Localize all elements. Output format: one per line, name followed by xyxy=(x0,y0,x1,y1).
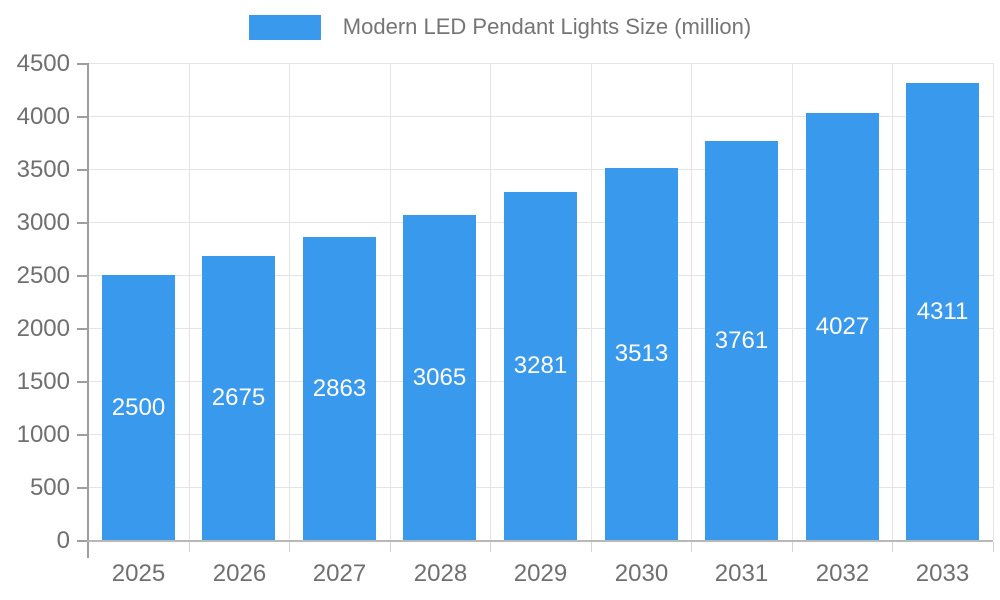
h-gridline xyxy=(88,169,993,170)
y-axis-label: 500 xyxy=(29,474,70,501)
x-axis-label: 2026 xyxy=(212,560,267,587)
y-axis-tick xyxy=(77,169,88,171)
bar-value-label: 2863 xyxy=(312,374,367,402)
bar[interactable]: 3281 xyxy=(504,192,577,540)
y-axis-label: 1000 xyxy=(16,421,70,448)
h-gridline xyxy=(88,116,993,117)
v-gridline xyxy=(993,63,994,540)
y-axis-label: 0 xyxy=(56,527,70,554)
bar[interactable]: 2500 xyxy=(102,275,175,540)
x-axis-label: 2031 xyxy=(714,560,769,587)
y-axis-tick xyxy=(77,116,88,118)
v-gridline xyxy=(591,63,592,540)
bar-value-label: 3065 xyxy=(412,363,467,391)
bar-value-label: 4311 xyxy=(916,297,969,325)
legend-swatch xyxy=(248,14,321,40)
x-axis-label: 2030 xyxy=(614,560,669,587)
y-axis-tick xyxy=(77,63,88,65)
x-axis-label: 2029 xyxy=(513,560,568,587)
v-gridline xyxy=(892,63,893,540)
bar-value-label: 4027 xyxy=(815,312,870,340)
h-gridline xyxy=(88,63,993,64)
x-axis-line xyxy=(87,540,993,542)
y-axis-tick xyxy=(77,434,88,436)
bar-value-label: 3513 xyxy=(614,340,669,367)
legend-item[interactable]: Modern LED Pendant Lights Size (million) xyxy=(0,14,1000,40)
x-axis-label: 2028 xyxy=(413,560,468,587)
bar[interactable]: 2863 xyxy=(303,237,376,540)
bar[interactable]: 3761 xyxy=(705,141,778,540)
v-gridline xyxy=(189,63,190,540)
bar-value-label: 3281 xyxy=(513,352,568,379)
y-axis-tick xyxy=(77,540,88,542)
y-axis-tick xyxy=(77,381,88,383)
v-gridline xyxy=(390,63,391,540)
x-axis-tick xyxy=(792,542,793,552)
y-axis-tick xyxy=(77,275,88,277)
x-axis-label: 2032 xyxy=(815,560,870,587)
x-axis-tick xyxy=(189,542,190,552)
y-axis-label: 3500 xyxy=(16,156,70,183)
bar-value-label: 2675 xyxy=(211,384,266,411)
y-axis-label: 4500 xyxy=(16,50,70,77)
x-axis-tick xyxy=(993,542,994,552)
y-axis-tick xyxy=(77,328,88,330)
x-axis-tick xyxy=(591,542,592,552)
y-axis-label: 2000 xyxy=(16,315,70,342)
x-axis-label: 2033 xyxy=(915,560,970,587)
v-gridline xyxy=(792,63,793,540)
x-axis-tick xyxy=(892,542,893,552)
y-axis-label: 4000 xyxy=(16,103,70,130)
v-gridline xyxy=(289,63,290,540)
x-axis-tick xyxy=(390,542,391,552)
x-axis-tick xyxy=(490,542,491,552)
legend-label: Modern LED Pendant Lights Size (million) xyxy=(342,14,752,39)
x-axis-label: 2027 xyxy=(312,560,367,587)
y-axis-label: 3000 xyxy=(16,209,70,236)
y-axis-tick xyxy=(77,487,88,489)
bar[interactable]: 4027 xyxy=(806,113,879,540)
bar[interactable]: 3513 xyxy=(605,168,678,540)
x-axis-tick xyxy=(289,542,290,552)
bar[interactable]: 3065 xyxy=(403,215,476,540)
v-gridline xyxy=(691,63,692,540)
y-axis-label: 2500 xyxy=(16,262,70,289)
x-axis-label: 2025 xyxy=(111,560,166,587)
v-gridline xyxy=(490,63,491,540)
bar-value-label: 3761 xyxy=(714,326,769,354)
bar-value-label: 2500 xyxy=(111,393,166,421)
bar[interactable]: 4311 xyxy=(906,83,979,540)
y-axis-label: 1500 xyxy=(16,368,70,395)
x-axis-tick xyxy=(691,542,692,552)
y-axis-tick xyxy=(77,222,88,224)
y-axis-line xyxy=(87,63,89,558)
bar[interactable]: 2675 xyxy=(202,256,275,540)
